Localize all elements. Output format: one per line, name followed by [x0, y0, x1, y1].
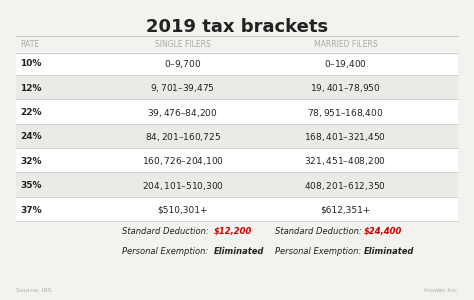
Text: 24%: 24%	[20, 132, 42, 141]
FancyBboxPatch shape	[16, 52, 458, 75]
Text: 10%: 10%	[20, 59, 42, 68]
Text: 2019 tax brackets: 2019 tax brackets	[146, 18, 328, 36]
Text: 37%: 37%	[20, 206, 42, 214]
Text: $204,101 – $510,300: $204,101 – $510,300	[142, 180, 224, 192]
Text: $0 – $19,400: $0 – $19,400	[324, 58, 367, 70]
Text: Insider Inc.: Insider Inc.	[424, 288, 458, 293]
Text: $321,451 – $408,200: $321,451 – $408,200	[304, 155, 386, 167]
Text: $84,201 – $160,725: $84,201 – $160,725	[145, 131, 221, 143]
Text: $9,701 – $39,475: $9,701 – $39,475	[150, 82, 215, 94]
Text: $78,951 – $168,400: $78,951 – $168,400	[307, 106, 383, 119]
Text: $39,476 – $84,200: $39,476 – $84,200	[147, 106, 218, 119]
Text: 35%: 35%	[20, 181, 42, 190]
FancyBboxPatch shape	[16, 125, 458, 148]
Text: 32%: 32%	[20, 157, 42, 166]
Text: Personal Exemption:: Personal Exemption:	[275, 247, 364, 256]
Text: $12,200: $12,200	[213, 227, 252, 236]
Text: 12%: 12%	[20, 84, 42, 93]
Text: $0 – $9,700: $0 – $9,700	[164, 58, 201, 70]
Text: $408,201 – $612,350: $408,201 – $612,350	[304, 180, 386, 192]
Text: $510,301+: $510,301+	[157, 206, 208, 214]
Text: SINGLE FILERS: SINGLE FILERS	[155, 40, 210, 49]
Text: $612,351+: $612,351+	[320, 206, 371, 214]
FancyBboxPatch shape	[16, 198, 458, 221]
Text: Personal Exemption:: Personal Exemption:	[121, 247, 210, 256]
Text: Source: IRS: Source: IRS	[16, 288, 51, 293]
Text: 22%: 22%	[20, 108, 42, 117]
Text: Eliminated: Eliminated	[364, 247, 415, 256]
Text: $19,401 – $78,950: $19,401 – $78,950	[310, 82, 381, 94]
FancyBboxPatch shape	[16, 173, 458, 197]
Text: $160,726 – $204,100: $160,726 – $204,100	[142, 155, 224, 167]
Text: MARRIED FILERS: MARRIED FILERS	[314, 40, 377, 49]
Text: $24,400: $24,400	[364, 227, 402, 236]
Text: Eliminated: Eliminated	[213, 247, 264, 256]
FancyBboxPatch shape	[16, 149, 458, 172]
FancyBboxPatch shape	[16, 76, 458, 99]
Text: RATE: RATE	[20, 40, 39, 49]
Text: Standard Deduction:: Standard Deduction:	[275, 227, 364, 236]
Text: $168,401 – $321,450: $168,401 – $321,450	[304, 131, 386, 143]
FancyBboxPatch shape	[16, 100, 458, 124]
Text: Standard Deduction:: Standard Deduction:	[121, 227, 211, 236]
